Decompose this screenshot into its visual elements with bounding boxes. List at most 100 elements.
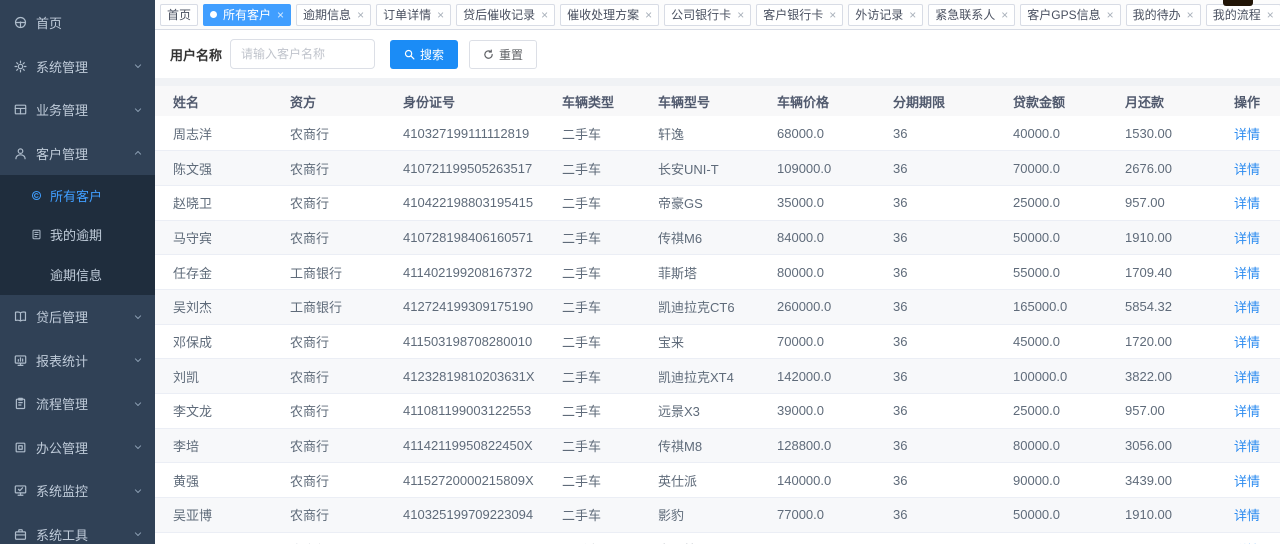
search-button[interactable]: 搜索 bbox=[390, 39, 459, 69]
table-cell: 农商行 bbox=[272, 393, 385, 429]
detail-link[interactable]: 详情 bbox=[1233, 126, 1260, 142]
sidebar-item-business-mgmt[interactable]: 业务管理 bbox=[0, 88, 155, 132]
table-cell: 50000.0 bbox=[995, 497, 1107, 533]
sidebar-item-office-mgmt[interactable]: 办公管理 bbox=[0, 425, 155, 469]
sidebar-item-system-tools[interactable]: 系统工具 bbox=[0, 512, 155, 544]
table-cell: 传祺M6 bbox=[640, 220, 759, 256]
table-cell: 二手车 bbox=[544, 358, 640, 394]
table-cell: 77000.0 bbox=[759, 497, 875, 533]
column-header: 身份证号 bbox=[385, 86, 544, 116]
close-icon[interactable]: × bbox=[541, 7, 549, 22]
sidebar-item-system-monitor[interactable]: 系统监控 bbox=[0, 469, 155, 513]
tab-collection-records[interactable]: 贷后催收记录 × bbox=[456, 3, 556, 26]
detail-link[interactable]: 详情 bbox=[1233, 508, 1260, 524]
detail-link[interactable]: 详情 bbox=[1233, 473, 1260, 489]
sidebar-item-system-mgmt[interactable]: 系统管理 bbox=[0, 45, 155, 89]
table-cell: 411402199208167372 bbox=[385, 254, 544, 290]
detail-link[interactable]: 详情 bbox=[1233, 161, 1260, 177]
table-cell: 二手车 bbox=[544, 185, 640, 221]
tab-collection-plan[interactable]: 催收处理方案 × bbox=[560, 3, 660, 26]
table-cell-actions: 详情 bbox=[1222, 428, 1280, 464]
sidebar-item-label: 逾期信息 bbox=[50, 267, 103, 283]
close-icon[interactable]: × bbox=[1001, 7, 1009, 22]
table-cell: 165000.0 bbox=[995, 289, 1107, 325]
close-icon[interactable]: × bbox=[645, 7, 653, 22]
close-icon[interactable]: × bbox=[909, 7, 917, 22]
close-icon[interactable]: × bbox=[829, 7, 837, 22]
tab-all-customers[interactable]: 所有客户 × bbox=[203, 3, 292, 26]
tab-label: 所有客户 bbox=[223, 8, 272, 22]
table-cell: 农商行 bbox=[272, 358, 385, 394]
table-cell: 411081199003122553 bbox=[385, 393, 544, 429]
table-cell: 95000.0 bbox=[759, 532, 875, 544]
table-cell: 轩逸 bbox=[640, 116, 759, 152]
tab-my-todo[interactable]: 我的待办 × bbox=[1125, 3, 1201, 26]
close-icon[interactable]: × bbox=[277, 7, 285, 22]
avatar-icon[interactable] bbox=[1223, 0, 1253, 6]
dashboard-icon bbox=[14, 16, 27, 29]
table-cell: 3439.00 bbox=[1107, 462, 1222, 499]
tab-emergency-contacts[interactable]: 紧急联系人 × bbox=[928, 3, 1016, 26]
close-icon[interactable]: × bbox=[1106, 7, 1114, 22]
table-cell: 凯迪拉克XT4 bbox=[640, 358, 759, 394]
detail-link[interactable]: 详情 bbox=[1233, 334, 1260, 350]
reset-button[interactable]: 重置 bbox=[469, 39, 538, 69]
sidebar-item-label: 系统管理 bbox=[36, 59, 89, 75]
table-cell: 411503198708280010 bbox=[385, 324, 544, 360]
tab-company-bank-card[interactable]: 公司银行卡 × bbox=[664, 3, 752, 26]
customer-name-input[interactable] bbox=[230, 39, 375, 69]
table-cell: 二手车 bbox=[544, 532, 640, 544]
table-cell-actions: 详情 bbox=[1222, 185, 1280, 221]
close-icon[interactable]: × bbox=[1186, 7, 1194, 22]
tab-customer-gps[interactable]: 客户GPS信息 × bbox=[1020, 3, 1121, 26]
refresh-icon bbox=[483, 49, 494, 60]
close-icon[interactable]: × bbox=[357, 7, 365, 22]
detail-link[interactable]: 详情 bbox=[1233, 230, 1260, 246]
column-header: 车辆类型 bbox=[544, 86, 640, 116]
table-cell: 农商行 bbox=[272, 116, 385, 152]
table-cell: 周志洋 bbox=[155, 116, 272, 152]
sidebar-item-overdue-info[interactable]: 逾期信息 bbox=[0, 255, 155, 294]
tab-customer-bank-card[interactable]: 客户银行卡 × bbox=[756, 3, 844, 26]
table-cell: 128800.0 bbox=[759, 428, 875, 464]
sidebar-item-home[interactable]: 首页 bbox=[0, 1, 155, 45]
tab-overdue-info[interactable]: 逾期信息 × bbox=[296, 3, 372, 26]
close-icon[interactable]: × bbox=[1266, 7, 1274, 22]
table-cell-actions: 详情 bbox=[1222, 497, 1280, 533]
close-icon[interactable]: × bbox=[737, 7, 745, 22]
tab-label: 首页 bbox=[167, 8, 192, 22]
table-row: 吴亚博 农商行 410325199709223094 二手车 影豹 77000.0 36 50… bbox=[155, 497, 1280, 533]
sidebar-item-customer-mgmt[interactable]: 客户管理 bbox=[0, 132, 155, 176]
table-cell: 25000.0 bbox=[995, 393, 1107, 429]
detail-link[interactable]: 详情 bbox=[1233, 196, 1260, 212]
detail-link[interactable]: 详情 bbox=[1233, 265, 1260, 281]
close-icon[interactable]: × bbox=[437, 7, 445, 22]
detail-link[interactable]: 详情 bbox=[1233, 439, 1260, 455]
tab-label: 客户银行卡 bbox=[763, 8, 824, 22]
sidebar-item-report-stats[interactable]: 报表统计 bbox=[0, 338, 155, 382]
grid-icon bbox=[14, 103, 27, 116]
table-cell: 60000.0 bbox=[995, 532, 1107, 544]
table-cell: 40000.0 bbox=[995, 116, 1107, 152]
sidebar-item-label: 我的逾期 bbox=[50, 228, 103, 244]
sidebar-item-my-overdue[interactable]: 我的逾期 bbox=[0, 215, 155, 254]
sidebar-item-process-mgmt[interactable]: 流程管理 bbox=[0, 382, 155, 426]
table-cell: 100000.0 bbox=[995, 358, 1107, 394]
detail-link[interactable]: 详情 bbox=[1233, 404, 1260, 420]
table-cell-actions: 详情 bbox=[1222, 532, 1280, 544]
table-cell: 55000.0 bbox=[995, 254, 1107, 290]
sidebar-item-label: 客户管理 bbox=[36, 146, 89, 162]
table-cell: 1709.40 bbox=[1107, 254, 1222, 290]
sidebar-item-label: 业务管理 bbox=[36, 103, 89, 119]
table-cell: 农商行 bbox=[272, 532, 385, 544]
detail-link[interactable]: 详情 bbox=[1233, 369, 1260, 385]
detail-link[interactable]: 详情 bbox=[1233, 300, 1260, 316]
tab-home[interactable]: 首页 bbox=[160, 3, 199, 26]
tab-my-process[interactable]: 我的流程 × bbox=[1205, 3, 1280, 26]
tab-order-detail[interactable]: 订单详情 × bbox=[376, 3, 452, 26]
sidebar-item-all-customers[interactable]: 所有客户 bbox=[0, 176, 155, 215]
tab-visit-records[interactable]: 外访记录 × bbox=[848, 3, 924, 26]
sidebar-item-loan-mgmt[interactable]: 贷后管理 bbox=[0, 295, 155, 339]
copyright-icon bbox=[31, 190, 42, 201]
table-row: 吴刘杰 工商银行 412724199309175190 二手车 凯迪拉克CT6 26000… bbox=[155, 289, 1280, 325]
